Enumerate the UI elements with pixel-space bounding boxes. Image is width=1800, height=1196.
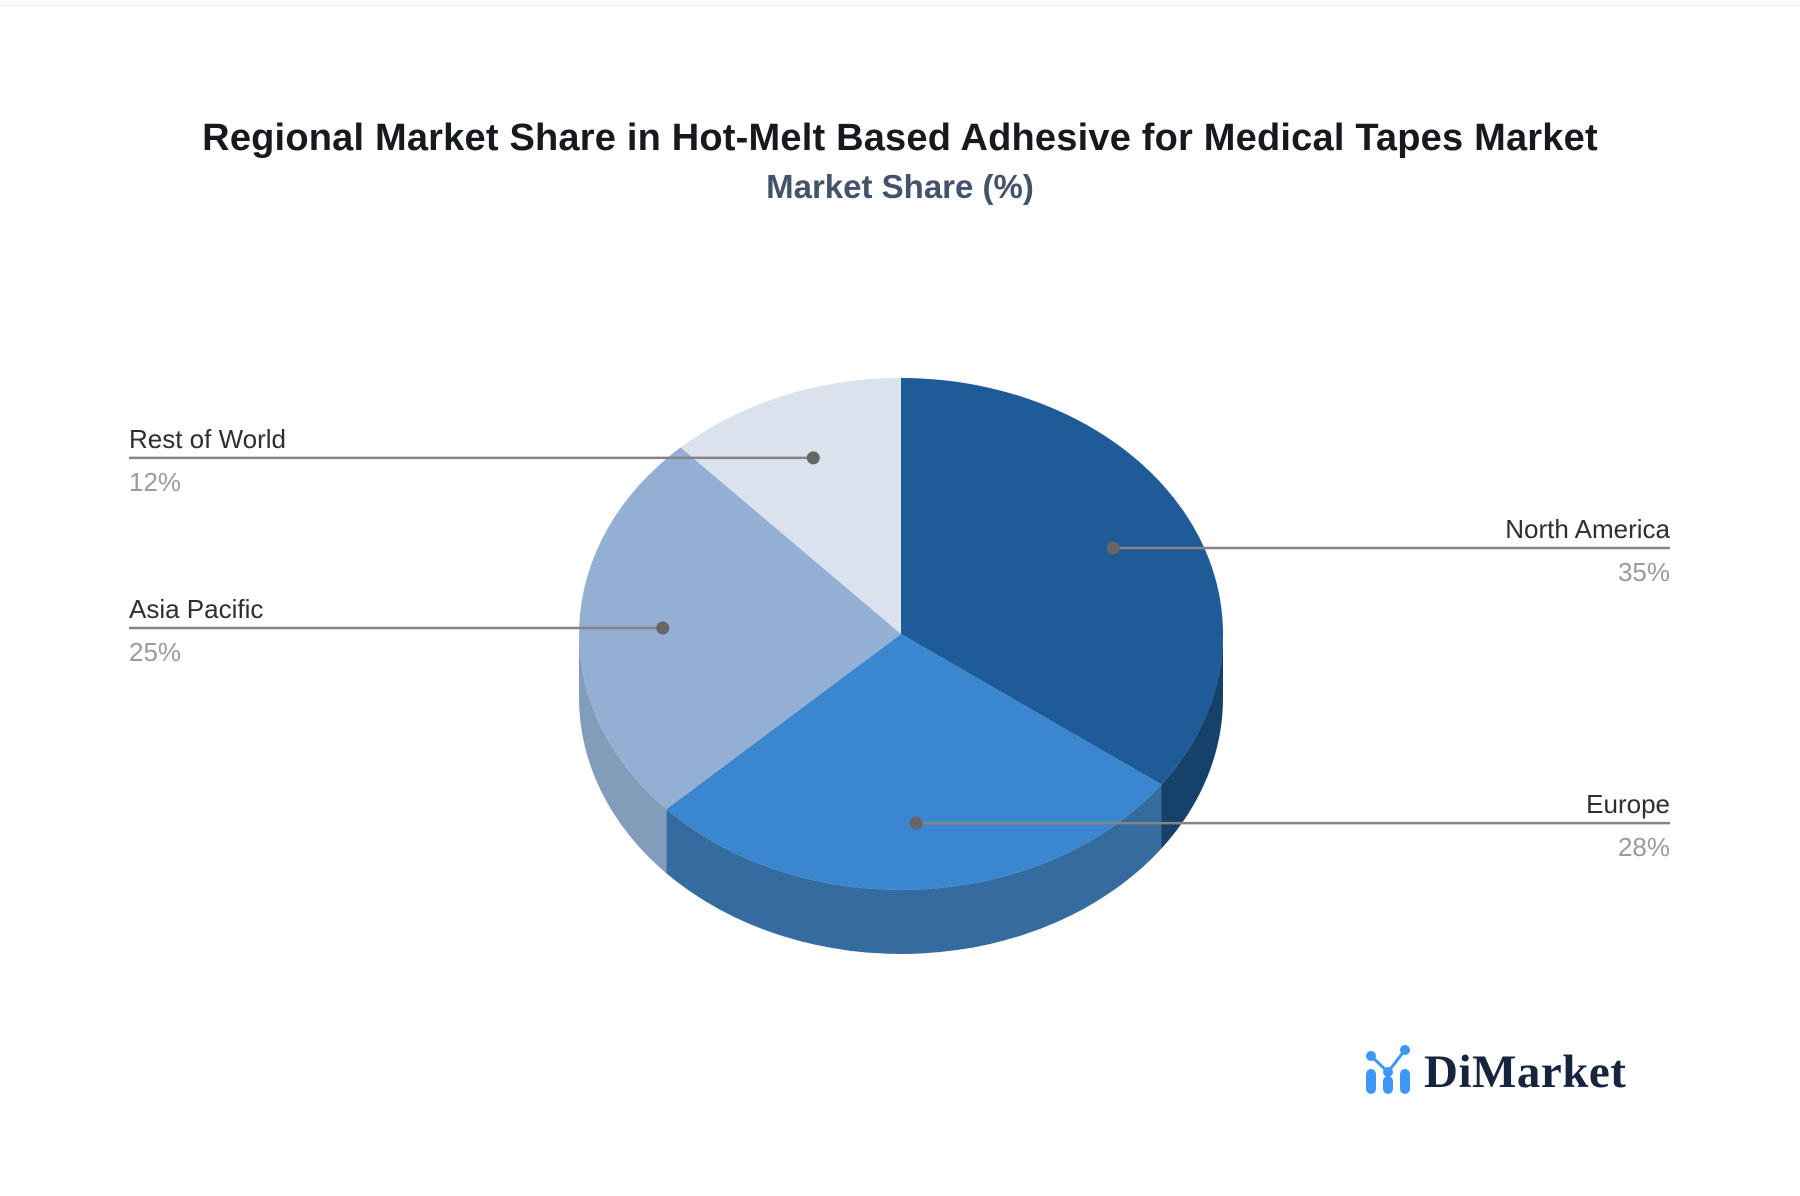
pie-slice-north-america[interactable] [901,378,1224,785]
bar-chart-trend-icon [1366,1045,1410,1094]
slice-percent-text: 25% [129,637,182,667]
label-block-asia-pacific: Asia Pacific 25% [129,595,263,666]
pie-side-europe [666,784,1162,954]
leader-dot-asia-pacific [656,621,670,635]
slice-label-text: Asia Pacific [129,594,264,624]
slice-label-text: Europe [1586,789,1670,820]
slice-label-text: Rest of World [129,423,287,454]
label-block-north-america: North America 35% [1505,515,1670,586]
top-edge-strip [0,0,1800,6]
chart-subtitle: Market Share (%) [766,168,1034,205]
slice-percent-text: 28% [1617,832,1670,863]
pie-slice-asia-pacific[interactable] [579,447,901,810]
pie-slice-rest-of-world[interactable] [680,378,901,634]
pie-slice-europe[interactable] [666,634,1162,890]
leader-dot-europe [909,816,923,830]
dimarket-logo: DiMarket [1360,1036,1626,1098]
pie-side-asia-pacific [579,634,667,874]
slice-percent-text: 12% [129,466,182,497]
label-block-europe: Europe 28% [1586,790,1670,861]
leader-dot-north-america [1106,541,1120,555]
pie-side-north-america [1161,634,1224,849]
slice-percent-text: 35% [1617,557,1670,587]
dimarket-logo-text: DiMarket [1424,1046,1627,1098]
slice-label-text: North America [1505,514,1670,544]
chart-title: Regional Market Share in Hot-Melt Based … [202,117,1598,159]
label-block-rest-of-world: Rest of World 12% [129,425,286,496]
leader-dot-rest-of-world [806,451,820,465]
